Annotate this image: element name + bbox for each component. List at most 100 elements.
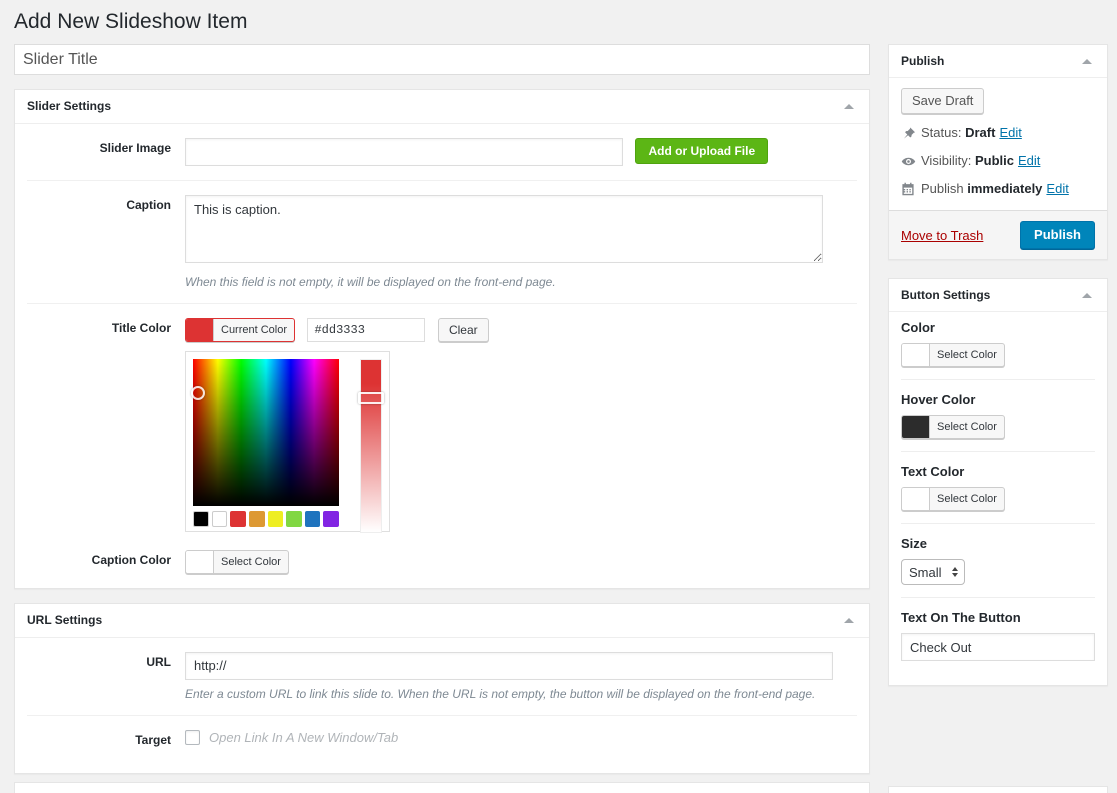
slider-image-field: Add or Upload File [185,137,857,166]
sidebar-column: Publish Save Draft Status: Draft Edit [888,44,1108,704]
row-url: URL Enter a custom URL to link this slid… [27,638,857,715]
url-input[interactable] [185,651,833,680]
row-title-color: Title Color Current Color Clear [27,302,857,546]
title-color-picker-button[interactable]: Current Color [185,317,296,342]
target-label: Target [135,732,171,747]
url-settings-heading: URL Settings [27,612,103,627]
status-value: Draft [965,125,996,140]
palette-swatch-white[interactable] [211,510,228,527]
palette-swatch-red[interactable] [230,510,246,527]
iris-palette-row [193,510,339,527]
button-text-label: Text On The Button [901,610,1021,625]
caption-color-field: Select Color [185,549,857,574]
caption-color-picker-button[interactable]: Select Color [185,549,289,574]
caption-help-text: When this field is not empty, it will be… [185,274,556,289]
chevron-up-icon[interactable] [839,96,859,116]
iris-strip-handle[interactable] [358,391,384,404]
caption-color-button-label: Select Color [221,555,281,568]
palette-swatch-green[interactable] [286,510,302,527]
button-text-input[interactable] [901,633,1095,661]
group-size: Size Small [901,523,1095,597]
text-color-picker-button[interactable]: Select Color [901,487,1005,511]
caption-label: Caption [126,197,171,212]
palette-swatch-blue[interactable] [304,510,321,527]
iris-saturation-square[interactable] [191,358,339,506]
chevron-up-icon[interactable] [1077,51,1097,71]
chevron-up-icon[interactable] [839,610,859,630]
iris-square-handle[interactable] [191,385,205,400]
title-color-hex-input[interactable] [307,317,426,342]
visibility-row: Visibility: Public Edit [901,152,1095,170]
status-prefix: Status: [921,125,962,140]
target-checkbox[interactable] [185,729,200,745]
iris-hue-strip[interactable] [358,358,384,533]
url-settings-panel: URL Settings URL Enter a custom URL to l… [14,602,870,774]
group-hover-color: Hover Color Select Color [901,379,1095,451]
slider-image-label: Slider Image [99,140,171,155]
chevron-up-icon[interactable] [1077,285,1097,305]
slider-title-input[interactable] [14,44,870,75]
caption-color-label: Caption Color [91,552,171,567]
eye-icon [901,154,921,169]
publish-time-edit-link[interactable]: Edit [1046,181,1069,196]
palette-swatch-purple[interactable] [323,510,339,527]
slider-settings-panel: Slider Settings Slider Image Add or Uplo… [14,89,870,589]
hover-color-button-label: Select Color [937,421,997,433]
text-color-swatch [902,488,930,510]
button-color-picker-button[interactable]: Select Color [901,343,1005,367]
iris-color-picker[interactable] [185,350,390,533]
main-column: Slider Settings Slider Image Add or Uplo… [14,44,870,774]
group-button-color: Color Select Color [901,316,1095,379]
title-color-swatch [186,318,214,341]
slider-settings-header: Slider Settings [15,90,869,124]
move-to-trash-link[interactable]: Move to Trash [901,227,984,243]
button-settings-header: Button Settings [889,279,1107,312]
button-settings-panel: Button Settings Color Select Color Hover… [888,278,1108,686]
pin-icon [901,126,921,140]
target-checkbox-label: Open Link In A New Window/Tab [209,729,399,745]
size-select-wrap: Small [901,559,965,585]
hover-color-label: Hover Color [901,392,976,407]
row-slider-image: Slider Image Add or Upload File [27,124,857,180]
publish-panel: Publish Save Draft Status: Draft Edit [888,44,1108,260]
text-color-button-label: Select Color [937,493,997,505]
slider-settings-heading: Slider Settings [27,99,112,113]
button-color-swatch [902,344,930,366]
caption-field: This is caption. When this field is not … [185,194,857,289]
visibility-prefix: Visibility: [921,153,972,168]
palette-swatch-black[interactable] [193,510,209,527]
publish-button[interactable]: Publish [1020,221,1095,249]
slider-image-input[interactable] [185,137,623,166]
url-settings-header: URL Settings [15,604,869,638]
url-settings-body: URL Enter a custom URL to link this slid… [15,638,869,773]
publish-heading: Publish [901,54,945,68]
hover-color-picker-button[interactable]: Select Color [901,415,1005,439]
palette-swatch-yellow[interactable] [267,510,284,527]
title-color-button-label: Current Color [221,323,288,336]
url-help-text: Enter a custom URL to link this slide to… [185,686,816,701]
size-select[interactable]: Small [901,559,965,585]
palette-swatch-orange[interactable] [248,510,265,527]
caption-textarea[interactable]: This is caption. [185,194,823,263]
row-caption-color: Caption Color Select Color [27,546,857,588]
publish-panel-body: Save Draft Status: Draft Edit [889,78,1107,210]
button-color-label: Color [901,320,935,335]
add-or-upload-file-button[interactable]: Add or Upload File [635,137,769,164]
hover-color-swatch [902,416,930,438]
visibility-value: Public [974,153,1014,168]
url-field: Enter a custom URL to link this slide to… [185,651,857,701]
publish-value: immediately [967,181,1043,196]
title-color-clear-button[interactable]: Clear [437,317,489,342]
visibility-edit-link[interactable]: Edit [1017,153,1041,168]
target-field: Open Link In A New Window/Tab [185,729,857,745]
save-draft-button[interactable]: Save Draft [901,88,985,114]
slider-settings-body: Slider Image Add or Upload File Caption … [15,124,869,588]
size-label: Size [901,536,928,551]
status-edit-link[interactable]: Edit [999,125,1022,140]
group-text-color: Text Color Select Color [901,451,1095,523]
publish-prefix: Publish [921,181,964,196]
title-color-label: Title Color [111,320,171,335]
url-label: URL [146,654,171,669]
caption-color-swatch [186,550,214,573]
